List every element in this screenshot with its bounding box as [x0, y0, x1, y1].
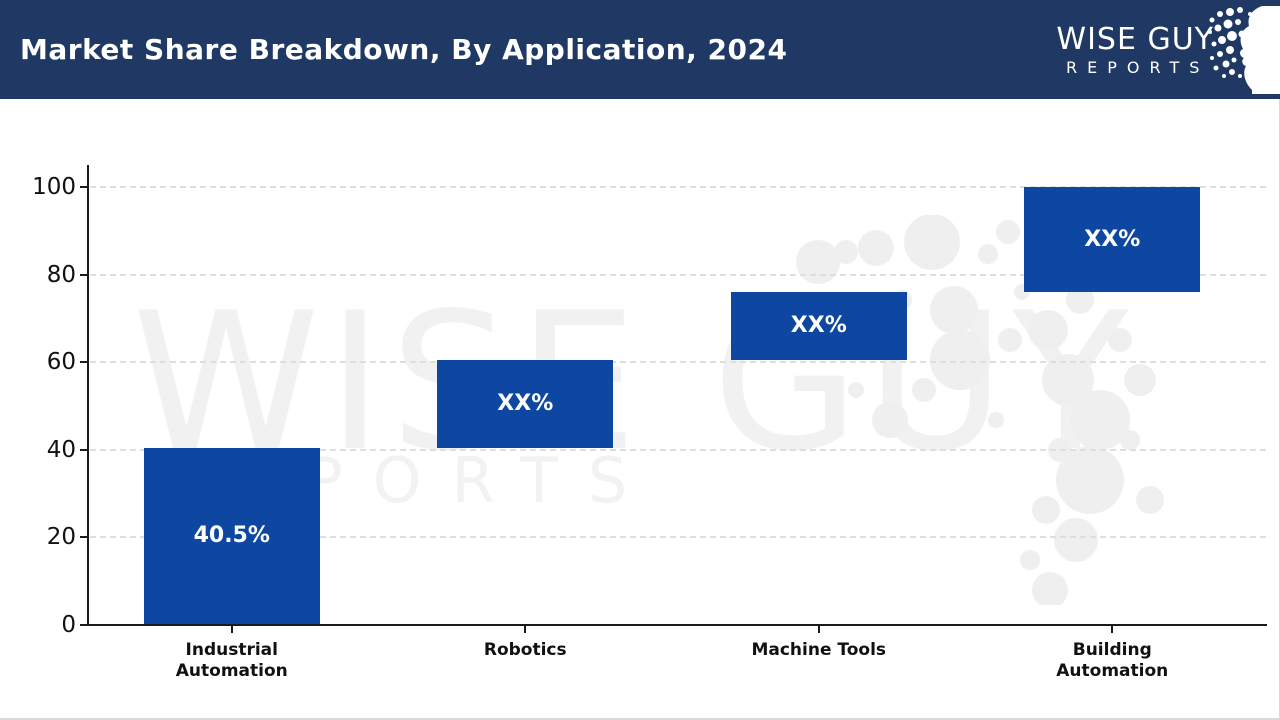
x-axis-line	[87, 624, 1267, 626]
x-tick-mark	[1111, 626, 1114, 633]
y-tick-label: 40	[46, 436, 76, 463]
brand-logo: WISE GUY REPORTS	[1030, 0, 1280, 99]
x-category-label: Building Automation	[1056, 640, 1169, 681]
y-tick-mark	[80, 448, 88, 451]
gridline-60	[90, 361, 1266, 364]
bar-value-label: XX%	[1084, 226, 1141, 252]
y-tick-label: 60	[46, 349, 76, 376]
bar-value-label: XX%	[497, 390, 554, 416]
y-tick-mark	[80, 536, 88, 539]
brand-logo-text: WISE GUY REPORTS	[1056, 22, 1214, 78]
y-tick-label: 100	[32, 174, 76, 200]
bar-segment	[143, 447, 320, 625]
y-tick-mark	[80, 624, 88, 626]
header-bar: Market Share Breakdown, By Application, …	[0, 0, 1280, 99]
y-tick-mark	[80, 186, 88, 188]
y-tick-mark	[80, 361, 88, 364]
y-tick-label: 80	[46, 261, 76, 288]
gridline-80	[90, 273, 1266, 276]
bar-segment	[437, 360, 614, 448]
gridline-100	[90, 186, 1266, 188]
x-tick-mark	[817, 626, 820, 633]
y-axis-line	[87, 165, 89, 625]
y-tick-label: 0	[61, 612, 76, 638]
y-tick-mark	[80, 273, 88, 276]
x-tick-mark	[230, 626, 233, 633]
gridline-20	[90, 536, 1266, 539]
x-category-label: Robotics	[483, 640, 567, 660]
bar-value-label: 40.5%	[193, 523, 270, 549]
page-bottom-border	[0, 718, 1280, 720]
chart-title: Market Share Breakdown, By Application, …	[20, 33, 788, 66]
brand-name: WISE GUY	[1056, 22, 1214, 57]
gridline-40	[90, 448, 1266, 451]
x-category-label: Machine Tools	[751, 640, 887, 660]
bar-value-label: XX%	[790, 313, 847, 339]
y-tick-label: 20	[46, 524, 76, 551]
x-tick-mark	[524, 626, 527, 633]
dotted-face-profile-icon	[1208, 6, 1280, 94]
brand-subname: REPORTS	[1066, 58, 1210, 77]
x-category-label: Industrial Automation	[175, 640, 288, 681]
